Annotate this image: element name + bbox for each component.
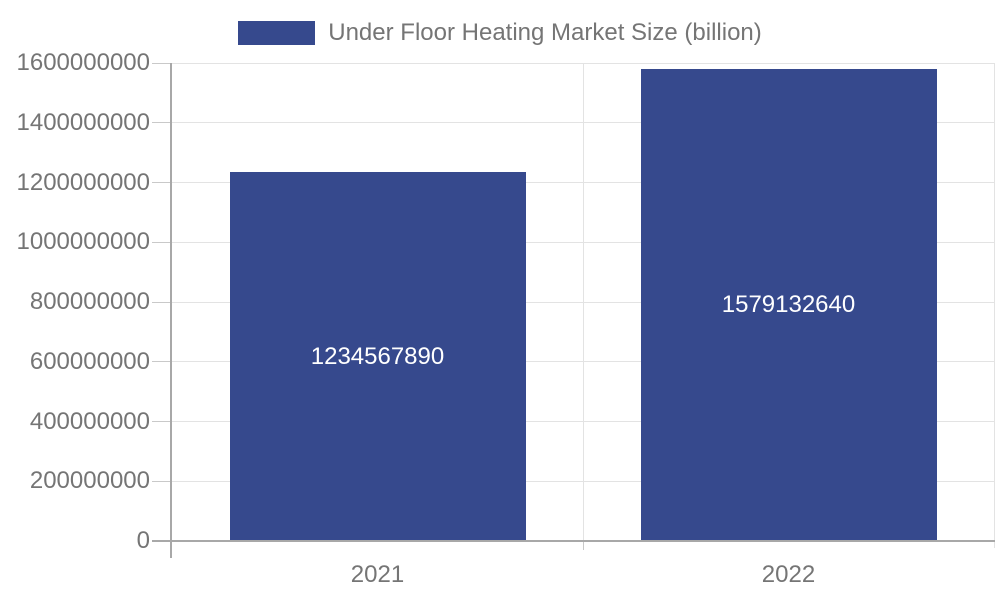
- y-tick-label: 400000000: [29, 407, 150, 435]
- plot-right-border: [994, 63, 995, 548]
- y-tick-label: 800000000: [29, 288, 150, 315]
- y-tick-label: 600000000: [29, 347, 150, 375]
- x-axis-line: [152, 540, 995, 542]
- chart-legend: Under Floor Heating Market Size (billion…: [0, 19, 1000, 47]
- bar-value-label: 1579132640: [721, 291, 856, 319]
- y-axis-tick: [152, 62, 172, 64]
- y-tick-label: 0: [136, 527, 150, 554]
- y-axis-tick: [152, 122, 172, 124]
- y-tick-label: 1000000000: [16, 228, 150, 256]
- bar-value-label: 1234567890: [310, 342, 445, 370]
- y-tick-label: 1600000000: [16, 49, 150, 76]
- y-axis-line: [170, 63, 172, 558]
- category-separator-line: [582, 63, 584, 541]
- bar: [229, 172, 526, 541]
- y-axis-tick: [152, 182, 172, 183]
- x-tick-label: 2021: [350, 561, 405, 588]
- y-axis-tick: [152, 301, 172, 303]
- y-tick-label: 200000000: [29, 467, 150, 495]
- y-axis-tick: [152, 480, 172, 482]
- category-separator-tick: [582, 541, 584, 550]
- bar: [640, 69, 937, 541]
- y-axis-tick: [152, 241, 172, 243]
- y-tick-label: 1200000000: [16, 168, 150, 196]
- y-axis-tick: [152, 421, 172, 422]
- legend-label: Under Floor Heating Market Size (billion…: [328, 19, 762, 46]
- y-axis-tick: [152, 361, 172, 363]
- legend-marker: [238, 21, 316, 45]
- x-tick-label: 2022: [761, 561, 816, 588]
- y-tick-label: 1400000000: [16, 108, 150, 136]
